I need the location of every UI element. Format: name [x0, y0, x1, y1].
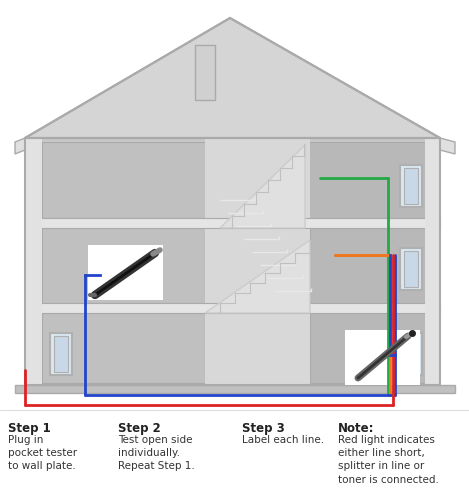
Bar — [400, 248, 422, 290]
Bar — [345, 330, 420, 385]
Polygon shape — [25, 218, 440, 228]
Polygon shape — [42, 313, 205, 383]
Bar — [15, 385, 455, 393]
Text: Note:: Note: — [338, 422, 375, 435]
Polygon shape — [25, 18, 440, 138]
Bar — [404, 336, 418, 372]
Polygon shape — [42, 228, 205, 303]
Text: Test open side
individually.
Repeat Step 1.: Test open side individually. Repeat Step… — [118, 435, 195, 472]
Text: Red light indicates
either line short,
splitter in line or
toner is connected.: Red light indicates either line short, s… — [338, 435, 439, 484]
Polygon shape — [25, 138, 440, 385]
Polygon shape — [25, 303, 440, 313]
Polygon shape — [310, 313, 425, 383]
Text: Plug in
pocket tester
to wall plate.: Plug in pocket tester to wall plate. — [8, 435, 77, 472]
Text: Label each line.: Label each line. — [242, 435, 324, 445]
Polygon shape — [25, 138, 42, 385]
Bar — [88, 245, 163, 300]
Bar — [404, 251, 418, 287]
Polygon shape — [205, 138, 310, 385]
Text: Step 2: Step 2 — [118, 422, 161, 435]
Polygon shape — [310, 228, 425, 303]
Bar — [400, 333, 422, 375]
Polygon shape — [425, 138, 440, 385]
Text: Step 3: Step 3 — [242, 422, 285, 435]
Bar — [54, 336, 68, 372]
Bar — [50, 333, 72, 375]
Bar — [400, 165, 422, 207]
Polygon shape — [205, 240, 310, 313]
Text: Step 1: Step 1 — [8, 422, 51, 435]
Polygon shape — [15, 138, 25, 154]
Polygon shape — [42, 142, 220, 218]
Polygon shape — [195, 45, 215, 100]
Polygon shape — [305, 142, 425, 218]
Bar — [404, 168, 418, 204]
Polygon shape — [220, 145, 305, 228]
Polygon shape — [440, 138, 455, 154]
